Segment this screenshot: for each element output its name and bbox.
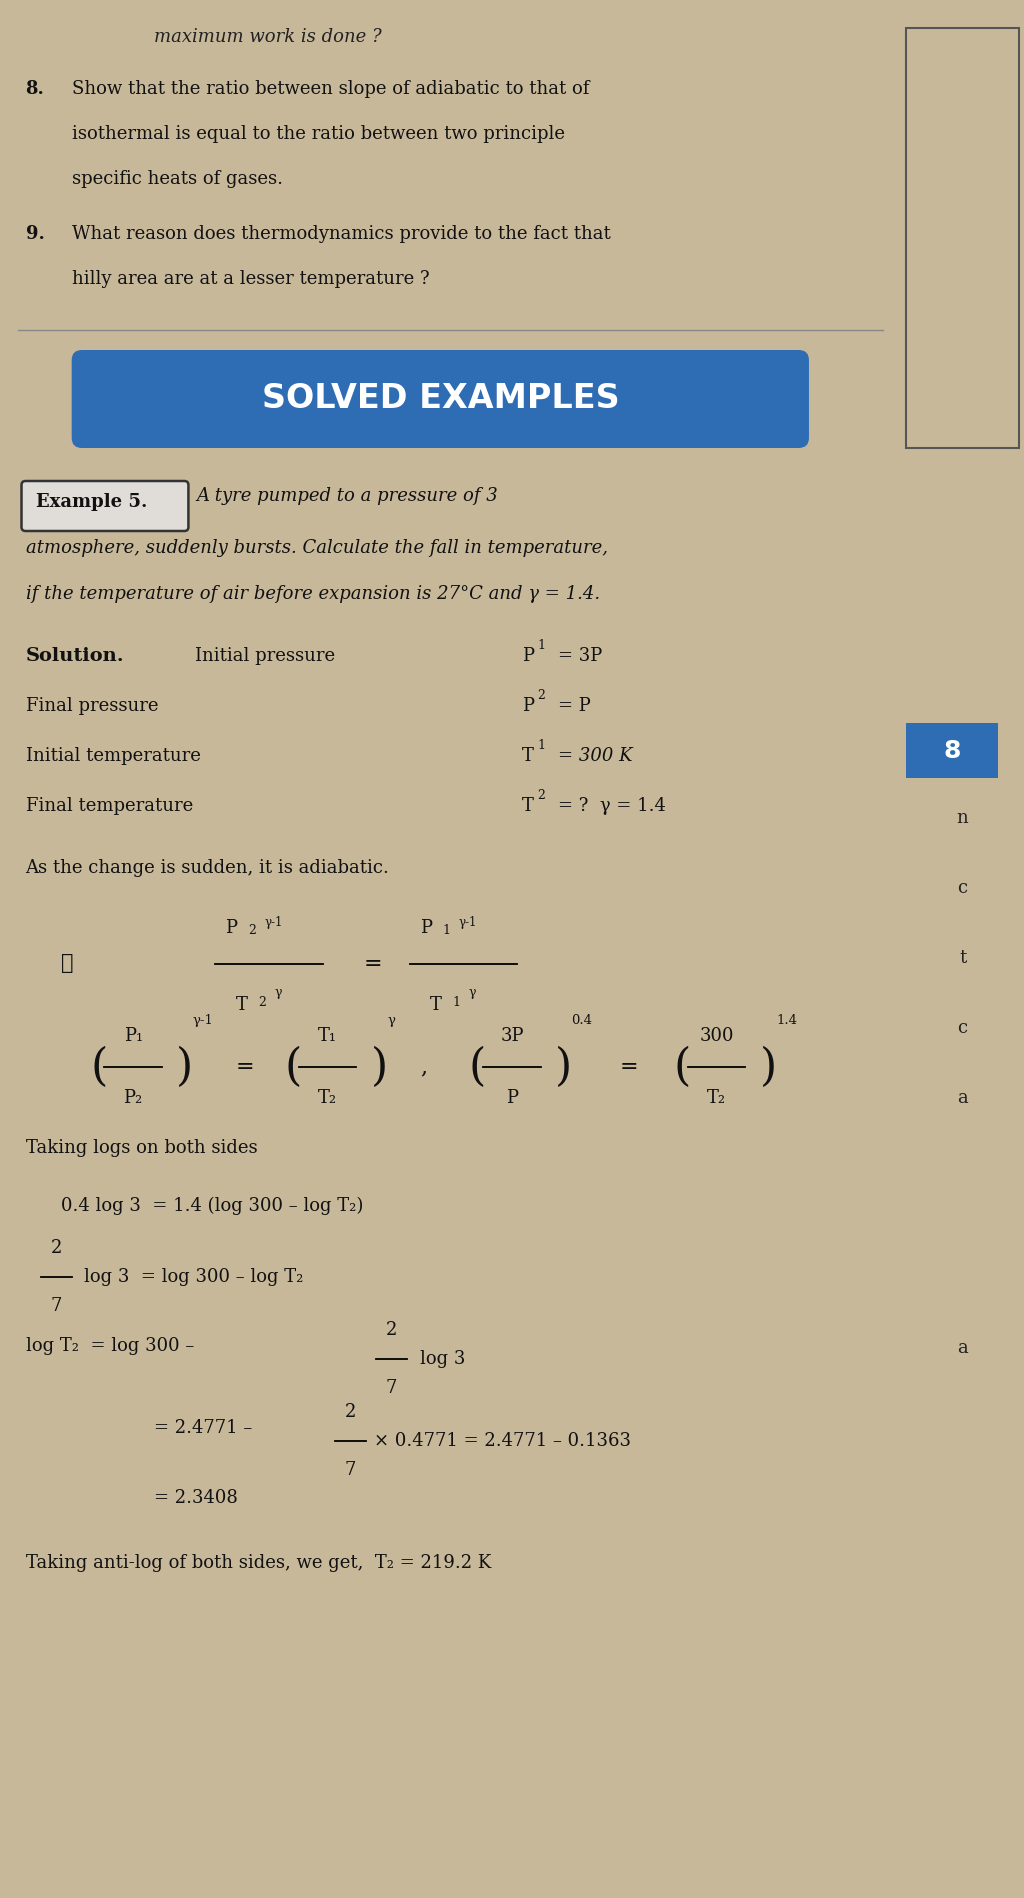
- Text: P: P: [420, 919, 432, 938]
- Text: if the temperature of air before expansion is 27°C and γ = 1.4.: if the temperature of air before expansi…: [26, 585, 600, 604]
- Text: c: c: [957, 879, 968, 898]
- Text: 8.: 8.: [26, 80, 44, 99]
- FancyBboxPatch shape: [906, 723, 998, 778]
- Text: 2: 2: [248, 924, 256, 938]
- Text: γ: γ: [387, 1014, 395, 1027]
- Text: P₂: P₂: [124, 1089, 142, 1107]
- Text: ∴: ∴: [61, 955, 74, 974]
- Text: hilly area are at a lesser temperature ?: hilly area are at a lesser temperature ?: [72, 270, 429, 288]
- Text: γ-1: γ-1: [264, 917, 283, 928]
- Text: 0.4: 0.4: [571, 1014, 593, 1027]
- Text: =: =: [364, 953, 382, 976]
- Text: = ?  γ = 1.4: = ? γ = 1.4: [558, 797, 666, 814]
- Text: log 3: log 3: [420, 1349, 465, 1368]
- Text: × 0.4771 = 2.4771 – 0.1363: × 0.4771 = 2.4771 – 0.1363: [374, 1431, 631, 1450]
- Text: Initial pressure: Initial pressure: [195, 647, 335, 664]
- Text: (: (: [469, 1046, 486, 1089]
- Text: 1: 1: [538, 738, 546, 752]
- Text: ): ): [760, 1046, 777, 1089]
- Text: 2: 2: [258, 996, 266, 1010]
- Text: 9.: 9.: [26, 226, 44, 243]
- Text: γ: γ: [469, 985, 476, 998]
- Text: 7: 7: [385, 1380, 397, 1397]
- Text: Solution.: Solution.: [26, 647, 124, 664]
- Text: = 2.4771 –: = 2.4771 –: [154, 1420, 252, 1437]
- Text: atmosphere, suddenly bursts. Calculate the fall in temperature,: atmosphere, suddenly bursts. Calculate t…: [26, 539, 607, 556]
- Text: = 300 K: = 300 K: [558, 748, 633, 765]
- Text: log 3  = log 300 – log T₂: log 3 = log 300 – log T₂: [84, 1268, 303, 1287]
- Text: Show that the ratio between slope of adiabatic to that of: Show that the ratio between slope of adi…: [72, 80, 589, 99]
- Text: T₁: T₁: [318, 1027, 337, 1046]
- Text: 300: 300: [699, 1027, 734, 1046]
- Text: P: P: [522, 647, 535, 664]
- Text: (: (: [674, 1046, 691, 1089]
- Text: isothermal is equal to the ratio between two principle: isothermal is equal to the ratio between…: [72, 125, 564, 142]
- Text: 2: 2: [538, 689, 546, 702]
- Text: Final temperature: Final temperature: [26, 797, 193, 814]
- Text: P: P: [506, 1089, 518, 1107]
- Text: specific heats of gases.: specific heats of gases.: [72, 171, 283, 188]
- Text: Taking anti-log of both sides, we get,  T₂ = 219.2 K: Taking anti-log of both sides, we get, T…: [26, 1554, 490, 1572]
- Text: A tyre pumped to a pressure of 3: A tyre pumped to a pressure of 3: [197, 488, 499, 505]
- Text: 1: 1: [538, 640, 546, 653]
- Text: 0.4 log 3  = 1.4 (log 300 – log T₂): 0.4 log 3 = 1.4 (log 300 – log T₂): [61, 1198, 364, 1215]
- Text: T₂: T₂: [708, 1089, 726, 1107]
- Text: P: P: [225, 919, 238, 938]
- Text: n: n: [956, 809, 969, 828]
- Text: Example 5.: Example 5.: [36, 493, 147, 511]
- Text: =: =: [236, 1055, 254, 1078]
- Text: ): ): [176, 1046, 194, 1089]
- Text: ,: ,: [420, 1055, 427, 1078]
- Text: 7: 7: [344, 1461, 356, 1479]
- Text: =: =: [620, 1055, 638, 1078]
- Text: P₁: P₁: [124, 1027, 142, 1046]
- Text: γ-1: γ-1: [459, 917, 477, 928]
- Text: maximum work is done ?: maximum work is done ?: [154, 28, 381, 46]
- Text: γ-1: γ-1: [193, 1014, 213, 1027]
- Text: 2: 2: [344, 1403, 356, 1422]
- Text: T: T: [430, 996, 442, 1014]
- Text: 1: 1: [453, 996, 461, 1010]
- Text: c: c: [957, 1019, 968, 1036]
- Text: ): ): [371, 1046, 388, 1089]
- Text: 7: 7: [50, 1296, 62, 1315]
- Text: What reason does thermodynamics provide to the fact that: What reason does thermodynamics provide …: [72, 226, 610, 243]
- Text: a: a: [957, 1089, 968, 1107]
- Text: (: (: [90, 1046, 108, 1089]
- Text: 2: 2: [385, 1321, 397, 1338]
- Text: a: a: [957, 1338, 968, 1357]
- Text: As the change is sudden, it is adiabatic.: As the change is sudden, it is adiabatic…: [26, 860, 389, 877]
- Text: T₂: T₂: [318, 1089, 337, 1107]
- Text: T: T: [522, 797, 535, 814]
- Text: t: t: [958, 949, 967, 966]
- Text: γ: γ: [274, 985, 282, 998]
- Text: T: T: [522, 748, 535, 765]
- Text: 2: 2: [538, 790, 546, 803]
- Text: (: (: [285, 1046, 302, 1089]
- Text: SOLVED EXAMPLES: SOLVED EXAMPLES: [261, 383, 620, 416]
- Text: = 3P: = 3P: [558, 647, 602, 664]
- FancyBboxPatch shape: [22, 480, 188, 531]
- Text: Taking logs on both sides: Taking logs on both sides: [26, 1139, 257, 1158]
- Text: = 2.3408: = 2.3408: [154, 1490, 238, 1507]
- Text: Initial temperature: Initial temperature: [26, 748, 201, 765]
- Text: Final pressure: Final pressure: [26, 697, 158, 716]
- Text: 8: 8: [944, 738, 961, 763]
- Text: 3P: 3P: [501, 1027, 523, 1046]
- Text: 1.4: 1.4: [776, 1014, 798, 1027]
- Text: = P: = P: [558, 697, 591, 716]
- Text: ): ): [555, 1046, 572, 1089]
- FancyBboxPatch shape: [72, 349, 809, 448]
- Text: 1: 1: [442, 924, 451, 938]
- Text: log T₂  = log 300 –: log T₂ = log 300 –: [26, 1336, 194, 1355]
- Text: 2: 2: [50, 1239, 62, 1256]
- Text: P: P: [522, 697, 535, 716]
- Text: T: T: [236, 996, 248, 1014]
